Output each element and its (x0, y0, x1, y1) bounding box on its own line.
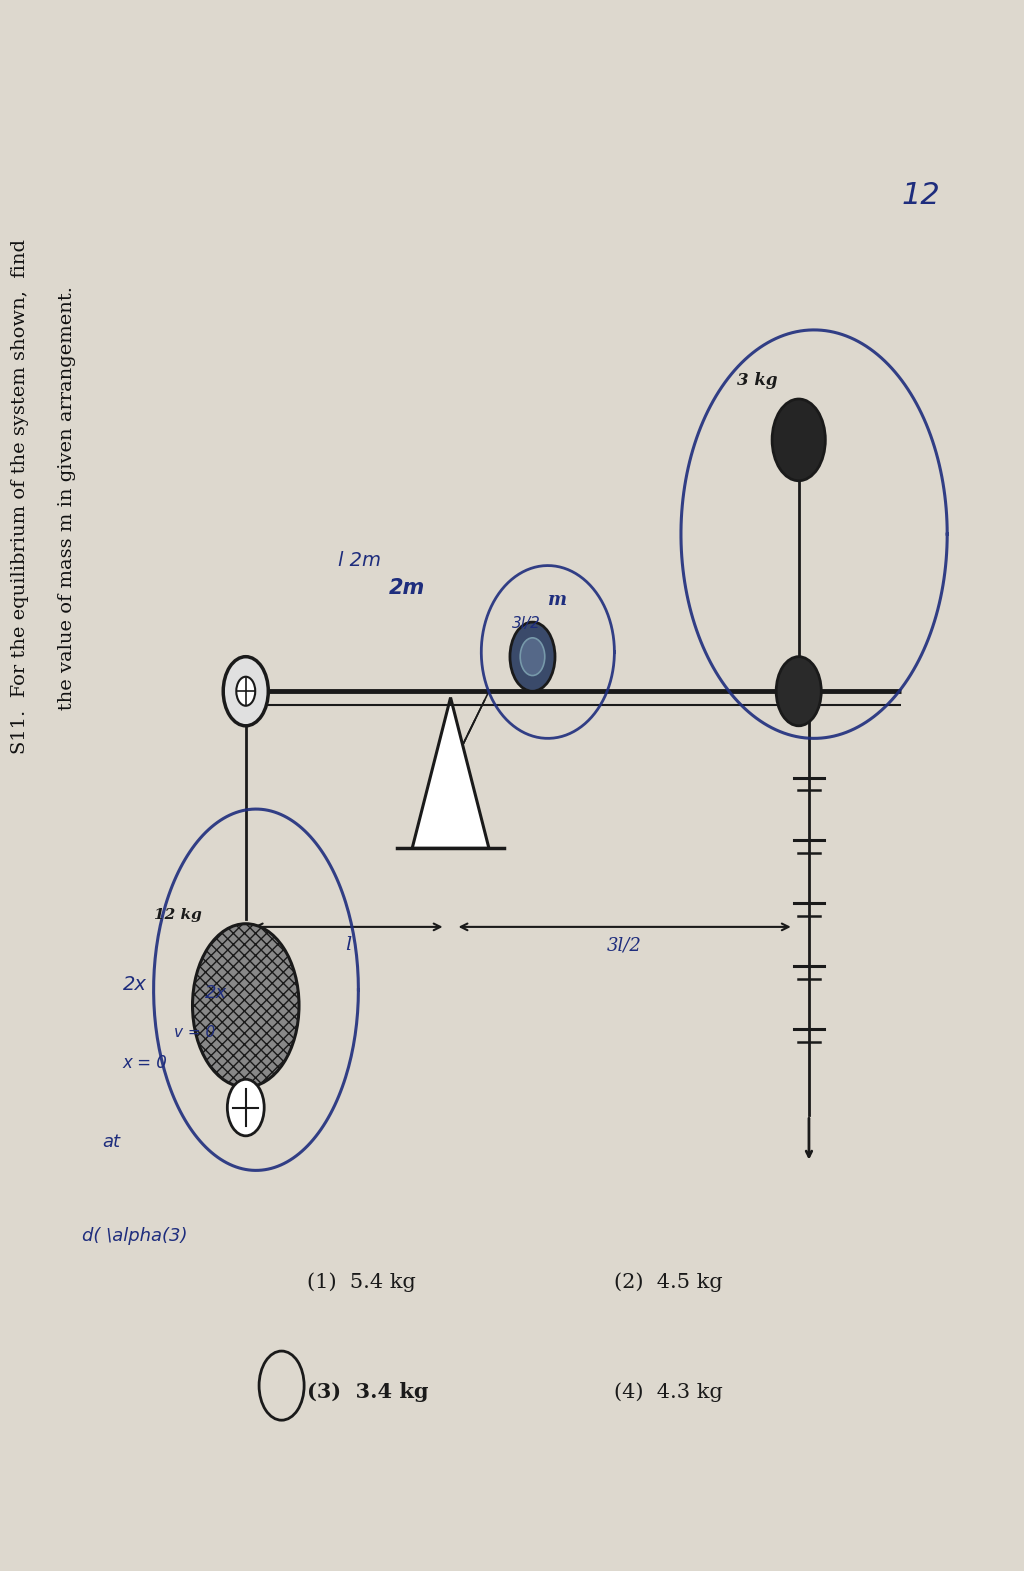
Text: l 2m: l 2m (338, 550, 381, 570)
Circle shape (193, 924, 299, 1087)
Text: 2x: 2x (123, 974, 146, 994)
Circle shape (227, 1079, 264, 1136)
Circle shape (223, 657, 268, 726)
Circle shape (520, 638, 545, 676)
Text: 3l/2: 3l/2 (512, 616, 541, 632)
Text: (2)  4.5 kg: (2) 4.5 kg (614, 1273, 723, 1293)
Text: 12 kg: 12 kg (154, 908, 202, 922)
Text: the value of mass m in given arrangement.: the value of mass m in given arrangement… (57, 286, 76, 754)
Text: (1)  5.4 kg: (1) 5.4 kg (307, 1273, 416, 1293)
Text: (4)  4.3 kg: (4) 4.3 kg (614, 1382, 723, 1403)
Circle shape (772, 399, 825, 481)
Text: 12: 12 (901, 181, 940, 211)
Text: x = 0: x = 0 (123, 1054, 168, 1073)
Text: 3l/2: 3l/2 (607, 936, 642, 955)
Text: at: at (102, 1133, 121, 1152)
Text: m: m (548, 591, 567, 610)
Circle shape (237, 677, 255, 705)
Text: d( \alpha(3): d( \alpha(3) (82, 1227, 187, 1246)
Text: 3 kg: 3 kg (737, 372, 778, 390)
Text: S11.  For the equilibrium of the system shown,  find: S11. For the equilibrium of the system s… (11, 239, 30, 754)
Text: 2m: 2m (389, 578, 425, 599)
Polygon shape (412, 698, 489, 848)
Circle shape (510, 622, 555, 691)
Text: 2x: 2x (205, 983, 227, 1002)
Text: l: l (345, 936, 351, 955)
Text: (3)  3.4 kg: (3) 3.4 kg (307, 1382, 429, 1403)
Text: v = 0: v = 0 (174, 1024, 215, 1040)
Circle shape (776, 657, 821, 726)
